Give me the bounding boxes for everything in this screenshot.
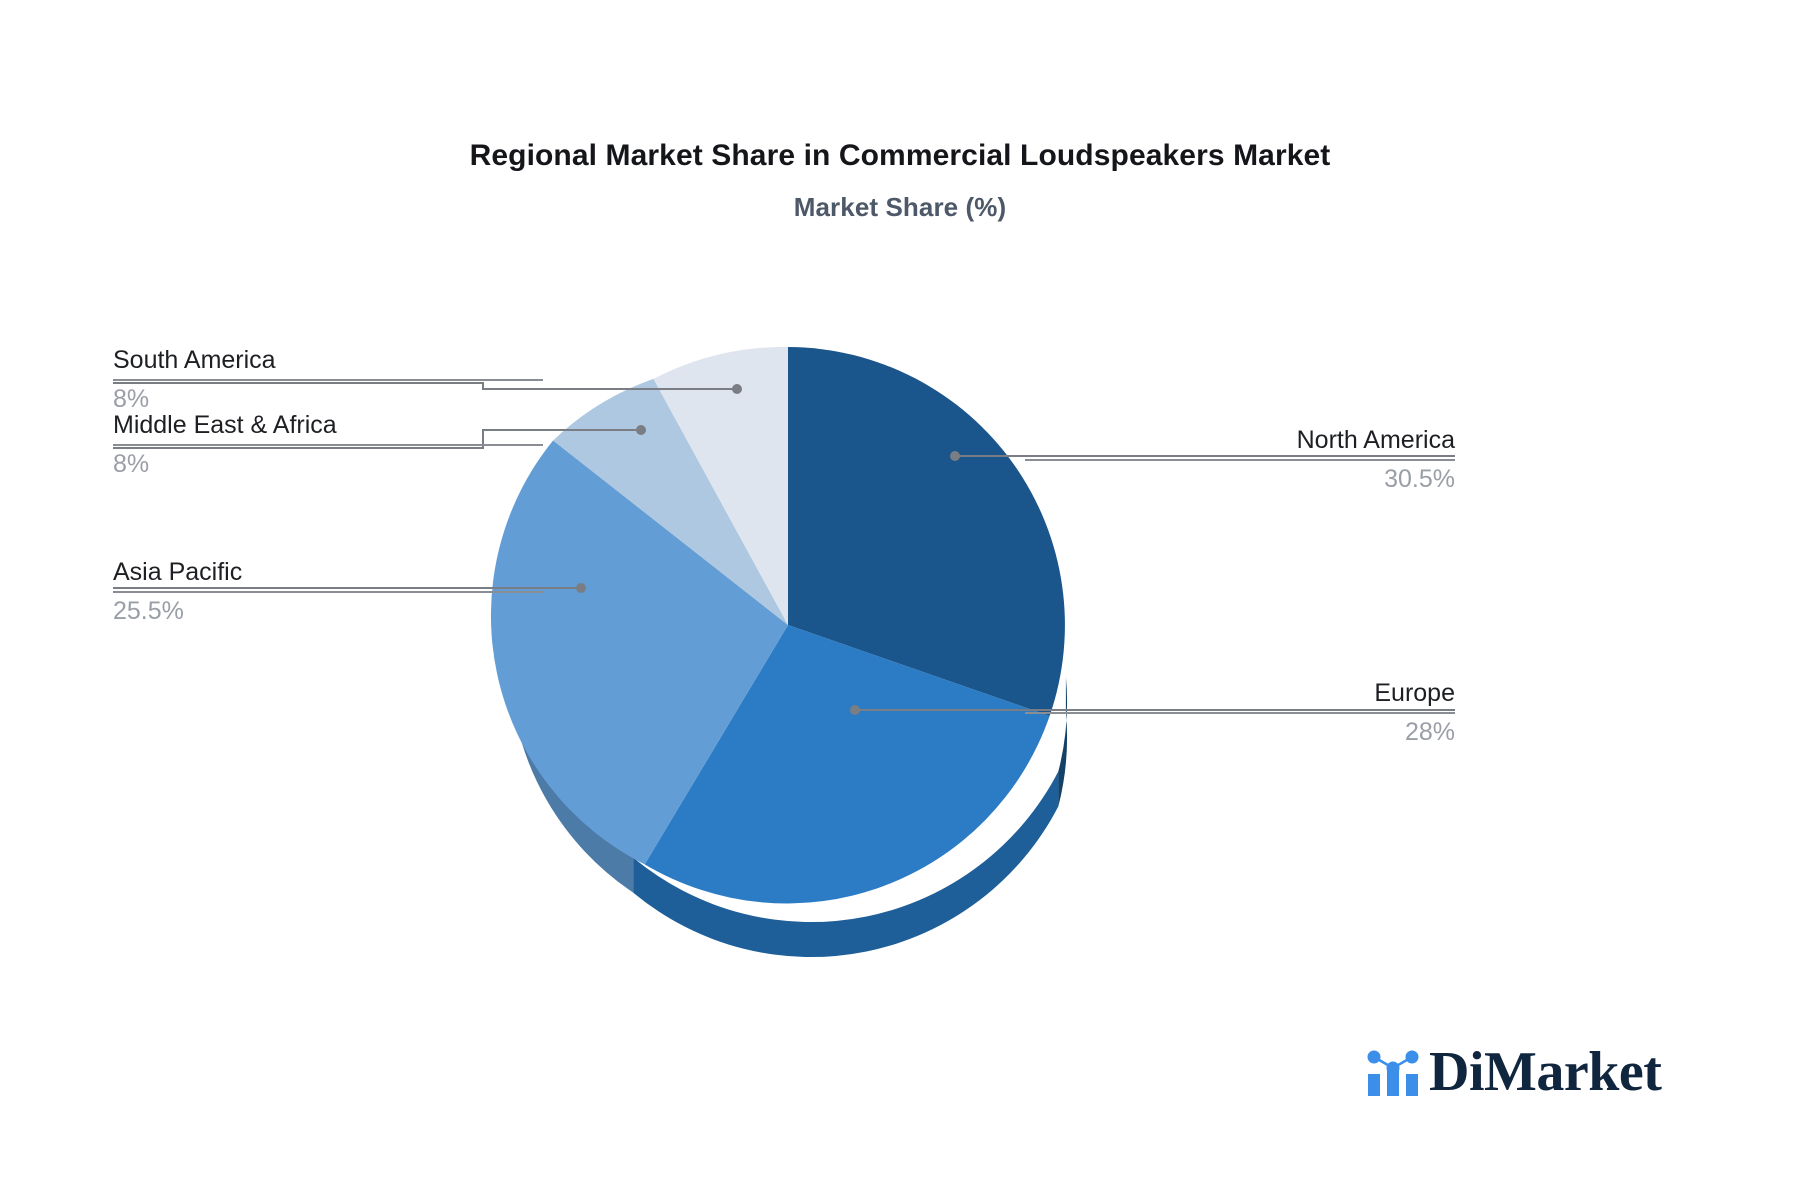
pie-slice-north-america[interactable] (788, 347, 1065, 716)
pie-side-north-america (1058, 677, 1068, 807)
brand-name: DiMarket (1429, 1041, 1662, 1103)
anchor-dot-south-america (732, 384, 742, 394)
callout-rule-middle-east-africa (113, 444, 543, 446)
pie-slices (490, 346, 1065, 904)
callout-value-north-america: 30.5% (1384, 465, 1455, 493)
callout-rule-europe (1025, 712, 1455, 714)
callout-label-north-america: North America (1296, 426, 1455, 454)
callout-rule-south-america (113, 379, 543, 381)
pie-side-asia-pacific (510, 646, 634, 893)
pie-slice-south-america[interactable] (653, 346, 789, 625)
pie-slice-middle-east-africa[interactable] (553, 378, 788, 625)
pie-leader-lines (113, 382, 1455, 711)
callout-value-south-america: 8% (113, 385, 150, 413)
callout-rule-asia-pacific (113, 591, 543, 593)
callout-value-asia-pacific: 25.5% (113, 597, 184, 625)
brand-logo: DiMarket (1366, 1041, 1662, 1103)
pie-slice-asia-pacific[interactable] (490, 440, 788, 865)
anchor-dot-europe (850, 705, 860, 715)
callout-rule-north-america (1025, 459, 1455, 461)
pie-side-europe (633, 771, 1059, 958)
callout-value-europe: 28% (1404, 718, 1455, 746)
pie-anchor-dots (576, 384, 960, 715)
callout-label-europe: Europe (1374, 679, 1455, 707)
callout-label-south-america: South America (113, 346, 276, 374)
callout-europe: Europe 28% (1025, 678, 1455, 747)
leader-line-south-america (113, 382, 737, 390)
pie-3d-sides (510, 646, 1068, 958)
callout-label-asia-pacific: Asia Pacific (113, 558, 243, 586)
callout-north-america: North America 30.5% (1025, 425, 1455, 494)
callout-value-middle-east-africa: 8% (113, 450, 150, 478)
leader-line-middle-east-africa (113, 429, 641, 449)
page-title: Regional Market Share in Commercial Loud… (469, 139, 1331, 172)
anchor-dot-asia-pacific (576, 583, 586, 593)
callout-middle-east-africa: Middle East & Africa 8% (113, 410, 543, 479)
callout-south-america: South America 8% (113, 345, 543, 414)
page-subtitle: Market Share (%) (793, 192, 1007, 222)
anchor-dot-middle-east-africa (636, 425, 646, 435)
callout-label-middle-east-africa: Middle East & Africa (113, 411, 337, 439)
anchor-dot-north-america (950, 451, 960, 461)
callout-asia-pacific: Asia Pacific 25.5% (113, 557, 543, 626)
bar-chart-line-icon (1367, 1050, 1419, 1096)
pie-slice-europe[interactable] (644, 625, 1050, 904)
